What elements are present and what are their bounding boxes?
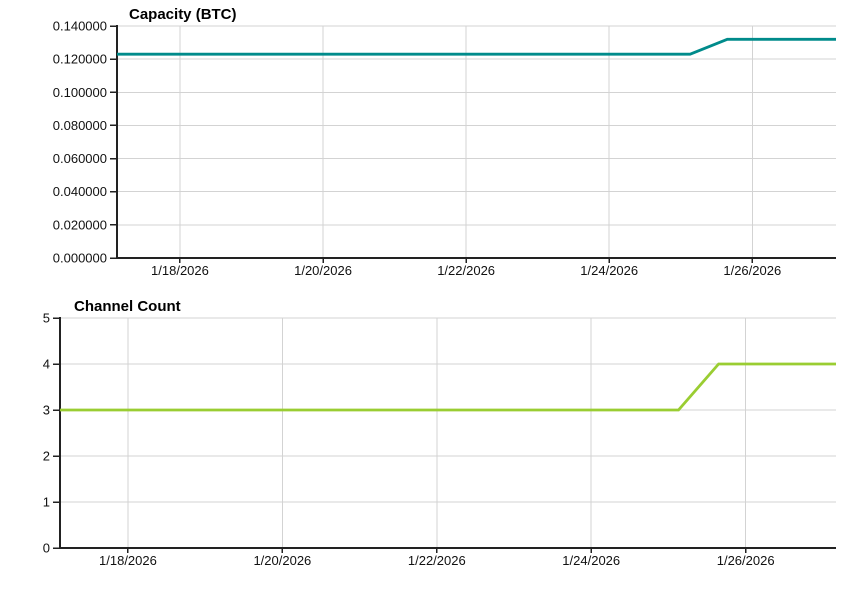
y-tick-label: 0.020000 [53, 217, 107, 232]
gridlines [60, 317, 836, 548]
capacity-chart-title: Capacity (BTC) [129, 6, 237, 23]
capacity-chart: Capacity (BTC) 0.0000000.0200000.0400000… [53, 6, 836, 278]
y-tick-label: 0.040000 [53, 184, 107, 199]
y-tick-label: 5 [43, 311, 50, 326]
y-tick-label: 3 [43, 403, 50, 418]
y-tick-label: 0.100000 [53, 85, 107, 100]
y-tick-label: 4 [43, 357, 50, 372]
x-tick-label: 1/20/2026 [294, 263, 352, 278]
y-tick-label: 0.140000 [53, 19, 107, 34]
capacity-series-line [117, 37, 836, 56]
x-tick-label: 1/24/2026 [580, 263, 638, 278]
y-tick-label: 0.060000 [53, 151, 107, 166]
y-tick-label: 1 [43, 495, 50, 510]
channel-count-plot-area: 0 1 2 3 4 5 1/18/2026 1/20/2026 1/22/2026 1/24/20… [43, 311, 836, 568]
axes [53, 317, 836, 553]
channel-count-chart-title: Channel Count [74, 298, 181, 315]
x-tick-label: 1/18/2026 [151, 263, 209, 278]
x-tick-label: 1/22/2026 [437, 263, 495, 278]
capacity-plot-area: 0.000000 0.020000 0.040000 0.060000 0.080000… [53, 19, 836, 278]
y-tick-label: 0.080000 [53, 118, 107, 133]
x-tick-label: 1/22/2026 [408, 553, 466, 568]
x-tick-label: 1/24/2026 [562, 553, 620, 568]
y-tick-label: 0.120000 [53, 52, 107, 67]
x-tick-label: 1/26/2026 [723, 263, 781, 278]
x-tick-label: 1/18/2026 [99, 553, 157, 568]
axes [110, 25, 836, 263]
y-tick-label: 2 [43, 449, 50, 464]
channel-count-chart: Channel Count 0 1 2 3 4 5 1/18/2026 1/20/2026 1/… [43, 298, 836, 568]
gridlines [117, 25, 836, 258]
y-tick-label: 0.000000 [53, 251, 107, 266]
x-tick-label: 1/20/2026 [253, 553, 311, 568]
channel-count-series-line [60, 362, 836, 412]
x-tick-label: 1/26/2026 [717, 553, 775, 568]
y-tick-label: 0 [43, 541, 50, 556]
